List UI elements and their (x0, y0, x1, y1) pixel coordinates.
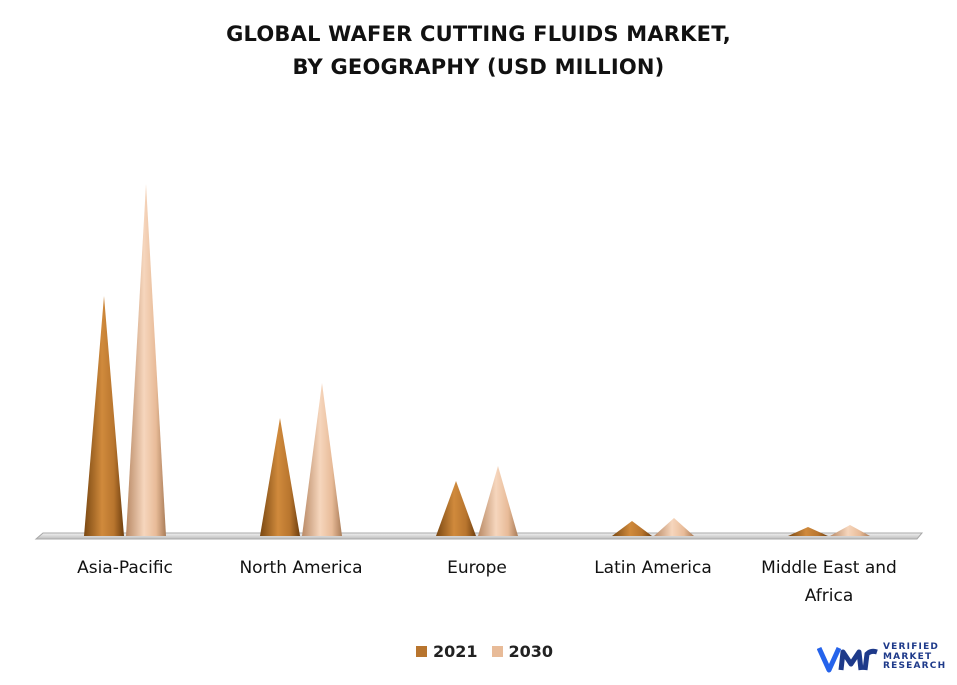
vmr-logo-icon (816, 646, 878, 673)
legend-swatch-2030 (491, 646, 503, 657)
category-label-europe: Europe (447, 558, 507, 578)
bar-asia-pacific-2030 (126, 184, 166, 536)
legend-item-2021: 2021 (416, 642, 478, 661)
category-label-middle-east-and-africa-line2: Africa (805, 586, 854, 606)
bar-europe-2030 (478, 466, 518, 536)
legend-label-2030: 2030 (508, 642, 554, 661)
bar-latin-america-2030 (654, 518, 694, 536)
vmr-logo-text: VERIFIED MARKET RESEARCH (883, 642, 947, 672)
vmr-logo-line1: VERIFIED (883, 642, 940, 652)
bar-asia-pacific-2021 (84, 296, 124, 536)
bar-latin-america-2021 (612, 521, 652, 536)
category-label-asia-pacific: Asia-Pacific (77, 558, 173, 578)
chart-subtitle: BY GEOGRAPHY (USD MILLION) (292, 55, 665, 79)
bar-middle-east-and-africa-2030 (830, 525, 870, 536)
vmr-logo-line3: RESEARCH (883, 661, 947, 671)
vmr-logo: VERIFIED MARKET RESEARCH (816, 640, 947, 676)
legend-item-2030: 2030 (491, 642, 554, 661)
chart-title-line1: GLOBAL WAFER CUTTING FLUIDS MARKET, (226, 22, 731, 46)
bar-north-america-2021 (260, 418, 300, 536)
category-label-latin-america: Latin America (594, 558, 712, 578)
chart-legend: 2021 2030 (416, 642, 567, 661)
chart-title: GLOBAL WAFER CUTTING FLUIDS MARKET, BY G… (0, 18, 957, 84)
vmr-logo-line2: MARKET (883, 651, 933, 662)
legend-swatch-2021 (416, 646, 427, 657)
bar-middle-east-and-africa-2021 (788, 527, 828, 536)
bar-north-america-2030 (302, 383, 342, 536)
bar-europe-2021 (436, 481, 476, 536)
legend-label-2021: 2021 (433, 642, 478, 661)
category-label-middle-east-and-africa-line1: Middle East and (761, 558, 897, 578)
category-label-north-america: North America (239, 558, 362, 578)
